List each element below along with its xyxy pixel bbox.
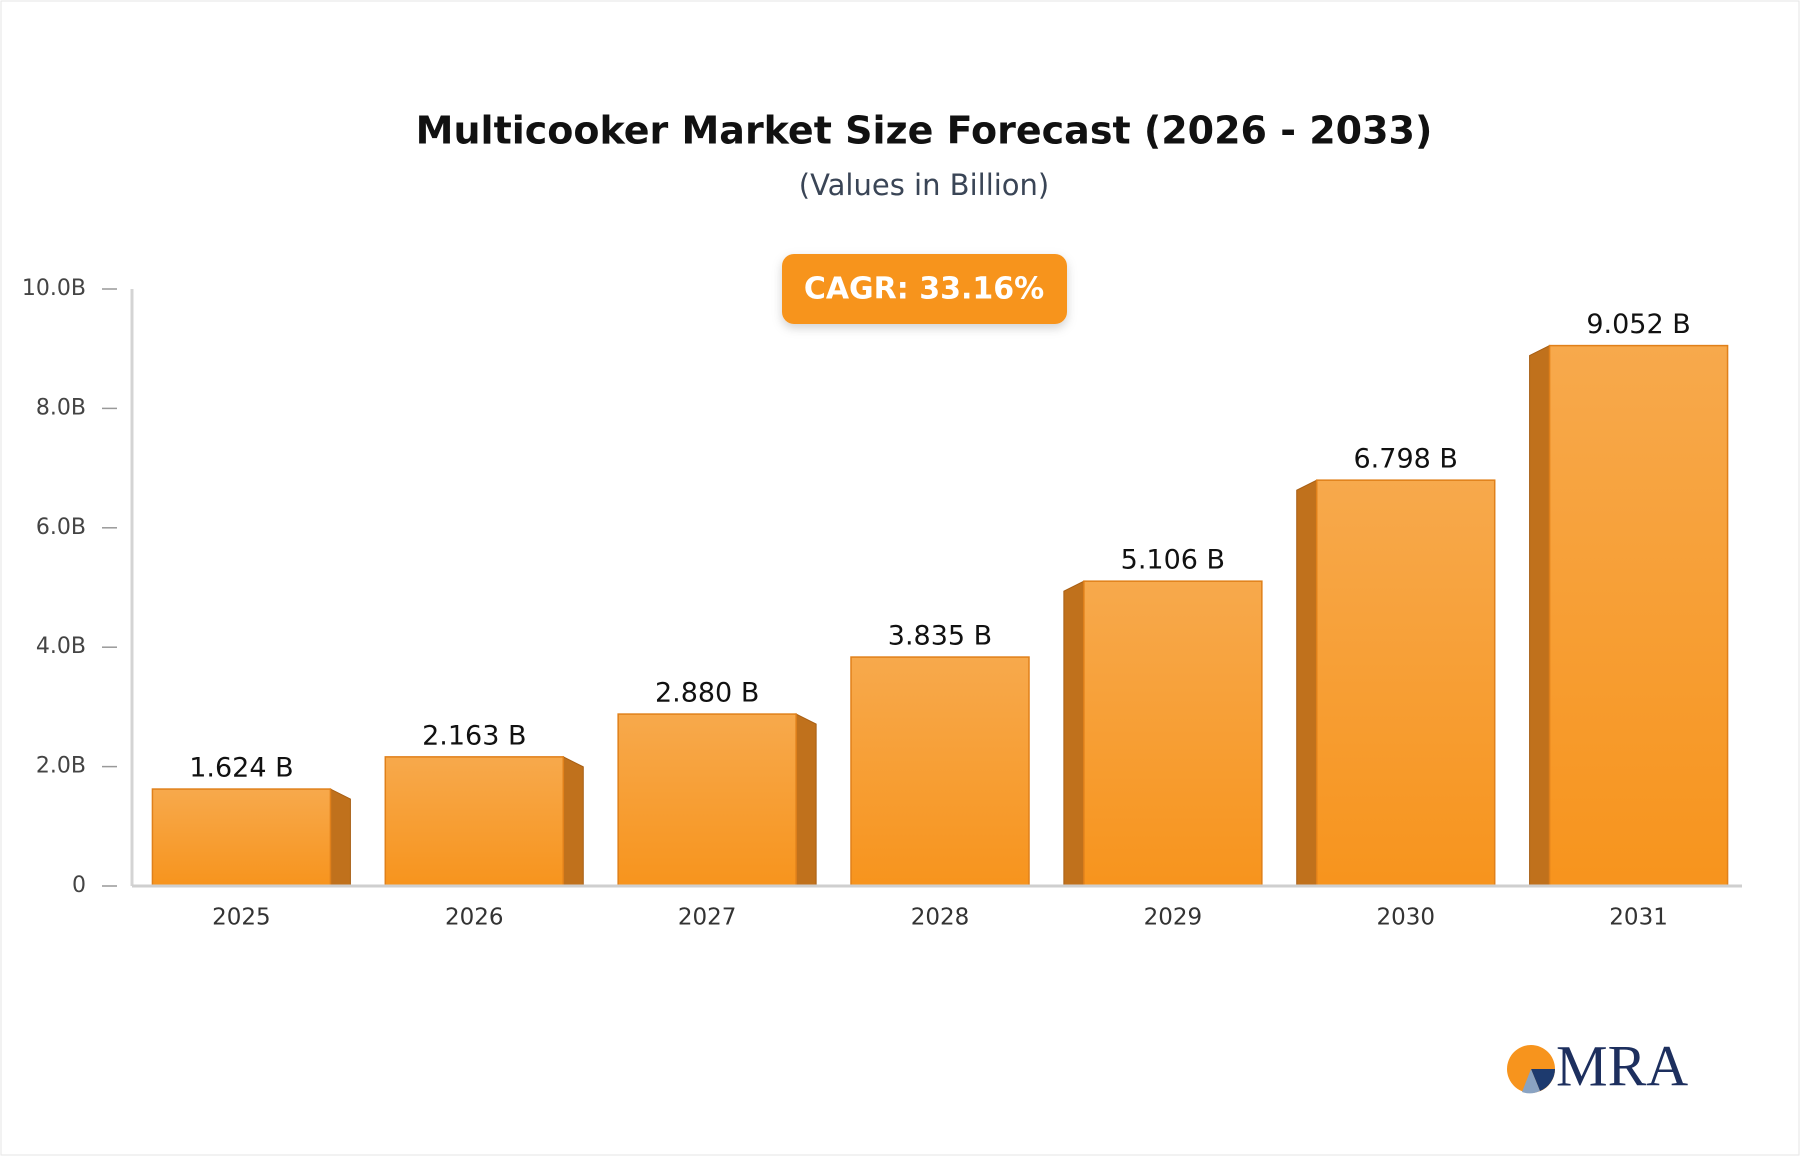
x-tick-label: 2030 [1376,905,1435,931]
bar [384,756,565,887]
y-tick-label: 8.0B [36,395,86,420]
bar-side [562,756,584,887]
bar [617,713,797,887]
value-label: 5.106 B [1121,545,1225,576]
cagr-box [782,254,1067,324]
x-tick-label: 2025 [212,905,271,931]
cagr-label: CAGR: 33.16% [804,272,1044,307]
y-tick-label: 10.0B [22,276,86,301]
x-tick-label: 2027 [678,905,737,931]
bar [850,656,1030,887]
value-label: 9.052 B [1586,309,1690,340]
chart-title: Multicooker Market Size Forecast (2026 -… [416,109,1433,153]
logo-slice [1522,1069,1540,1094]
bar-side [1063,580,1085,887]
logo-text: MRA [1556,1033,1688,1098]
bar-side [1529,344,1551,887]
logo-slice [1531,1069,1555,1091]
x-tick-label: 2026 [445,905,504,931]
value-label: 2.163 B [422,720,526,751]
y-tick-label: 2.0B [36,754,86,779]
x-tick-label: 2031 [1609,905,1668,931]
chart-subtitle: (Values in Billion) [799,168,1050,202]
value-label: 1.624 B [189,753,293,784]
logo: MRA [1507,1033,1688,1098]
value-label: 2.880 B [655,678,759,709]
bar [1315,479,1496,887]
bar [151,788,332,887]
bar-side [795,713,817,887]
y-tick-label: 4.0B [36,634,86,659]
bar [1548,344,1729,887]
x-tick-label: 2029 [1144,905,1203,931]
x-tick-label: 2028 [911,905,970,931]
plot-area: 0 2.0B 4.0B 6.0B 8.0B 10.0B 1.624 B 2025 2.163 B… [22,276,1742,931]
bar-side [1296,479,1318,887]
y-tick-label: 0 [72,873,86,898]
value-label: 6.798 B [1354,444,1458,475]
value-label: 3.835 B [888,621,992,652]
y-tick-label: 6.0B [36,515,86,540]
bar-side [329,788,351,887]
cagr-badge [782,254,1067,324]
bar [1083,580,1263,887]
